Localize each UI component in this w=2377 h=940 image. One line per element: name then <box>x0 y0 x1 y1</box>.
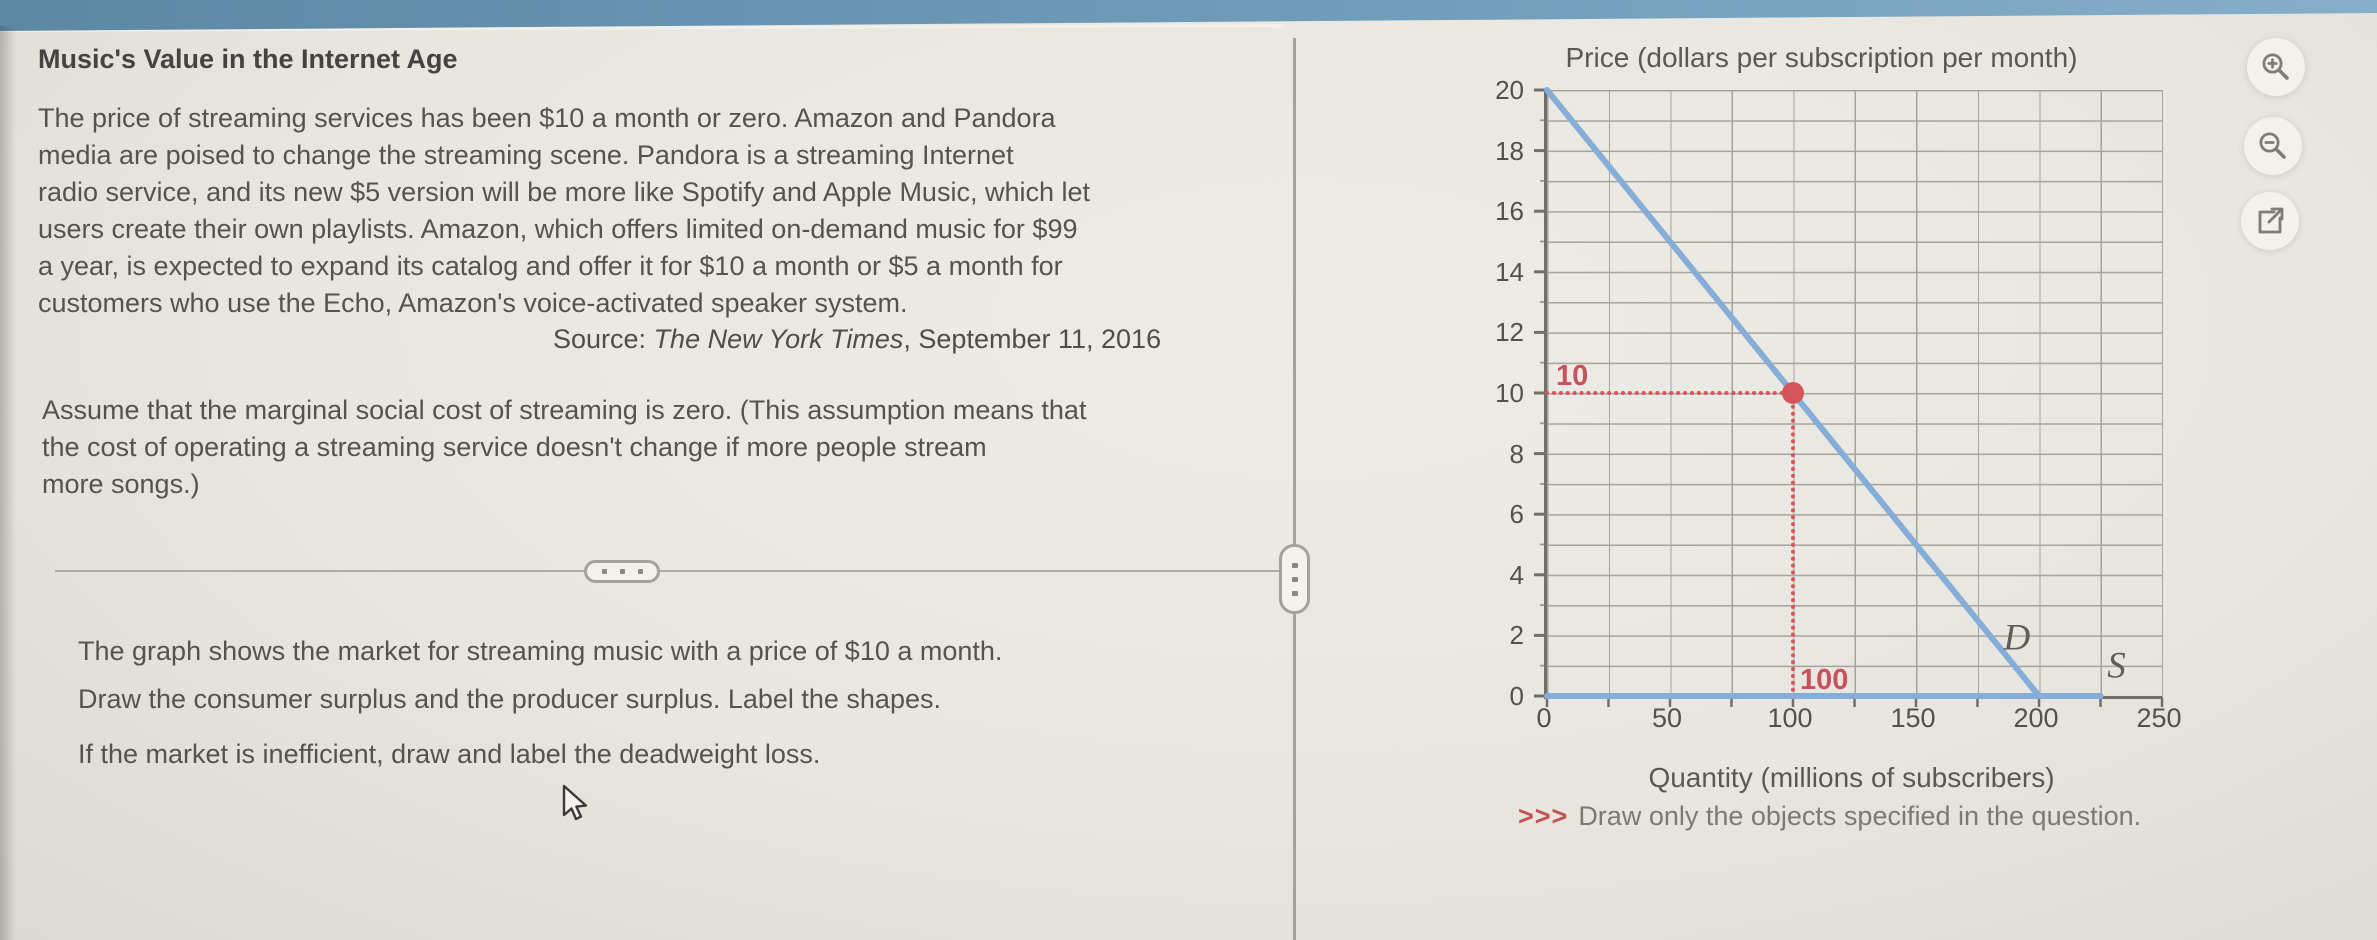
y-tick-label: 12 <box>1495 317 1524 348</box>
ellipsis-dot <box>619 569 625 574</box>
ellipsis-dot <box>637 569 643 574</box>
question-text-line: Draw the consumer surplus and the produc… <box>78 684 941 714</box>
x-tick-label: 250 <box>2136 703 2182 733</box>
y-tick-label: 18 <box>1495 135 1524 166</box>
assumption-line: more songs.) <box>42 469 200 499</box>
section-divider <box>55 570 1283 572</box>
question-text-line: If the market is inefficient, draw and l… <box>78 739 821 769</box>
ellipsis-dot <box>1291 576 1298 582</box>
zoom-in-button[interactable] <box>2247 38 2305 96</box>
assumption-line: Assume that the marginal social cost of … <box>42 395 1087 425</box>
source-prefix: Source: <box>553 324 654 354</box>
note-arrows-icon: >>> <box>1518 801 1569 831</box>
article-line: users create their own playlists. Amazon… <box>38 214 1078 244</box>
y-tick-label: 8 <box>1509 438 1524 469</box>
article-line: media are poised to change the streaming… <box>38 140 1014 170</box>
external-link-icon <box>2258 207 2284 234</box>
y-axis-labels: 0 2 4 6 8 10 12 14 16 18 20 <box>1486 75 1534 711</box>
panel-splitter-handle[interactable] <box>1279 544 1310 614</box>
price-guide-label: 10 <box>1556 360 1589 392</box>
instruction-note: >>> Draw only the objects specified in th… <box>1518 801 2141 832</box>
article-line: customers who use the Echo, Amazon's voi… <box>38 288 908 318</box>
chart-plot[interactable]: D S 10 100 <box>1534 87 2164 707</box>
article-line: radio service, and its new $5 version wi… <box>38 177 1090 207</box>
ellipsis-dot <box>1291 590 1298 596</box>
y-tick-label: 10 <box>1495 378 1524 408</box>
x-axis-title: Quantity (millions of subscribers) <box>1648 762 2055 793</box>
y-tick-label: 6 <box>1509 499 1524 530</box>
curve-label-S: S <box>2107 645 2126 687</box>
chart-canvas <box>1534 87 2164 707</box>
x-axis-labels: 0 50 100 150 200 250 <box>1536 703 2181 733</box>
y-tick-label: 4 <box>1509 559 1524 590</box>
y-tick-label: 0 <box>1509 681 1524 711</box>
ellipsis-dot <box>1291 562 1298 568</box>
magnifier-plus-icon <box>2262 53 2289 80</box>
panel-splitter <box>1293 38 1296 940</box>
x-tick-label: 50 <box>1651 703 1683 733</box>
source-work: The New York Times <box>653 324 904 354</box>
article-paragraph: The price of streaming services has been… <box>38 100 1090 322</box>
assumption-paragraph: Assume that the marginal social cost of … <box>42 392 1086 503</box>
source-date: , September 11, 2016 <box>903 324 1162 354</box>
quantity-guide-label: 100 <box>1800 664 1849 696</box>
chart-title: Price (dollars per subscription per mont… <box>1565 42 2078 73</box>
y-tick-label: 20 <box>1495 75 1524 105</box>
article-title: Music's Value in the Internet Age <box>38 44 458 74</box>
source-line: Source: The New York Times, September 11… <box>553 324 1161 355</box>
ellipsis-dot <box>601 569 607 574</box>
pop-out-button[interactable] <box>2241 192 2299 250</box>
section-expand-handle[interactable] <box>584 560 660 583</box>
y-tick-label: 2 <box>1509 620 1524 651</box>
article-line: a year, is expected to expand its catalo… <box>38 251 1063 281</box>
x-tick-label: 200 <box>2013 703 2059 733</box>
mouse-cursor-icon <box>562 784 588 821</box>
magnifier-minus-icon <box>2259 132 2286 159</box>
x-tick-label: 0 <box>1536 703 1552 733</box>
y-tick-label: 16 <box>1495 196 1524 227</box>
question-text-line: The graph shows the market for streaming… <box>78 636 1003 666</box>
x-tick-label: 100 <box>1767 703 1813 733</box>
assumption-line: the cost of operating a streaming servic… <box>42 432 987 462</box>
article-line: The price of streaming services has been… <box>38 103 1056 133</box>
zoom-out-button[interactable] <box>2244 117 2302 175</box>
y-tick-label: 14 <box>1495 256 1524 287</box>
curve-label-D: D <box>2003 617 2031 659</box>
x-tick-label: 150 <box>1890 703 1936 733</box>
note-text: Draw only the objects specified in the q… <box>1578 801 2142 831</box>
marked-point[interactable] <box>1782 382 1804 404</box>
